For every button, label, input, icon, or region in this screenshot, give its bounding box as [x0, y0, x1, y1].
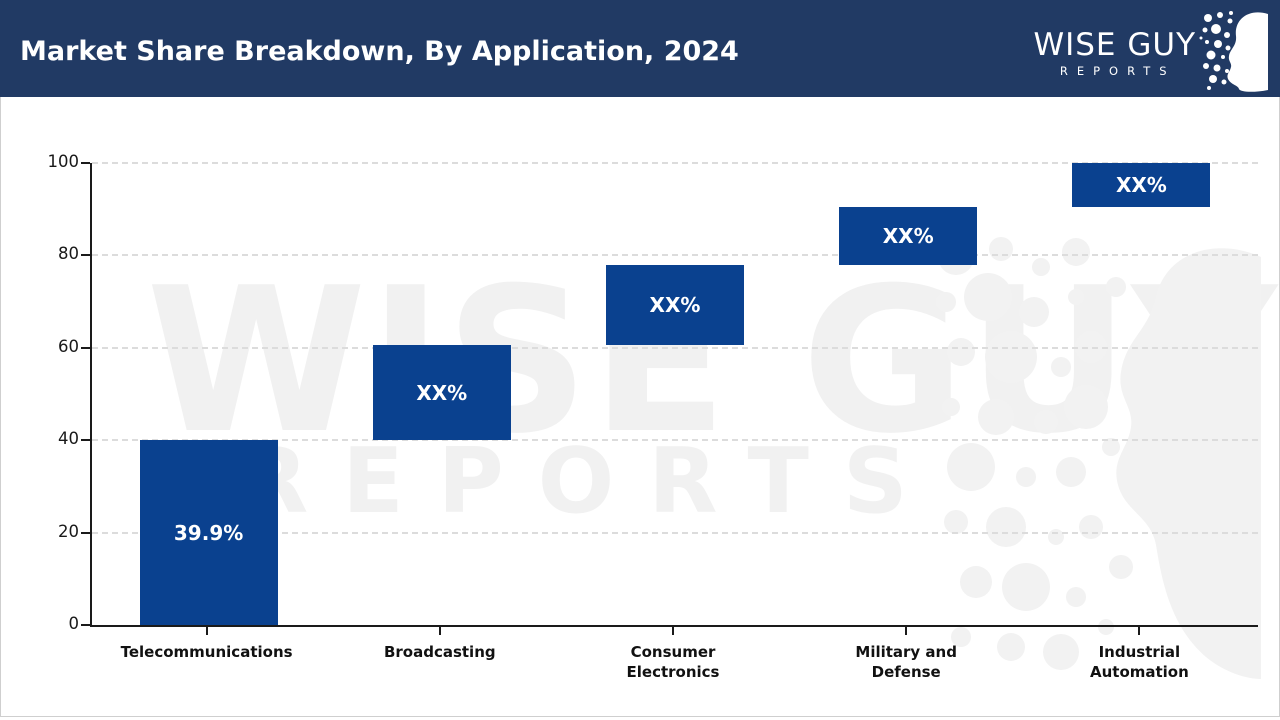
- wiseguy-head-icon: [1198, 8, 1268, 96]
- x-tick-label-telecommunications: Telecommunications: [120, 643, 293, 661]
- bar-value-label-industrial-automation: XX%: [1115, 172, 1167, 197]
- y-tick-mark-60: [81, 346, 90, 349]
- bar-broadcasting: XX%: [372, 345, 511, 441]
- bar-telecommunications: 39.9%: [139, 440, 278, 625]
- x-tick-label-military-and-defense: Military and Defense: [855, 643, 957, 682]
- x-tick-label-broadcasting: Broadcasting: [383, 643, 496, 661]
- y-tick-mark-100: [81, 162, 90, 164]
- gridline-40: [92, 439, 1258, 442]
- bar-value-label-military-and-defense: XX%: [882, 223, 934, 248]
- y-tick-label-40: 40: [58, 429, 79, 449]
- brand-name: WISE GUY: [1033, 26, 1196, 63]
- y-tick-mark-20: [81, 531, 90, 534]
- y-tick-mark-0: [81, 624, 90, 626]
- x-tick-label-consumer-electronics: Consumer Electronics: [626, 643, 720, 682]
- chart-title: Market Share Breakdown, By Application, …: [20, 36, 739, 67]
- watermark-reports-text: REPORTS: [239, 429, 942, 534]
- bar-consumer-electronics: XX%: [606, 264, 744, 346]
- plot-area: 39.9% XX% XX% XX% XX%: [90, 162, 1258, 627]
- x-tick-mark-military-and-defense: [905, 627, 908, 635]
- y-tick-label-100: 100: [47, 152, 80, 171]
- brand-logo: WISE GUY REPORTS: [1033, 8, 1268, 96]
- y-tick-label-80: 80: [58, 244, 79, 264]
- y-tick-mark-40: [81, 439, 90, 442]
- gridline-60: [92, 346, 1258, 349]
- brand-logo-text: WISE GUY REPORTS: [1033, 27, 1196, 78]
- chart-panel: WISE GUY REPORTS: [0, 97, 1280, 717]
- bar-industrial-automation: XX%: [1072, 163, 1211, 207]
- x-tick-mark-broadcasting: [438, 627, 441, 635]
- y-tick-label-20: 20: [58, 521, 79, 541]
- bar-value-label-consumer-electronics: XX%: [649, 293, 701, 318]
- x-tick-mark-industrial-automation: [1138, 627, 1141, 635]
- x-tick-mark-telecommunications: [205, 627, 208, 635]
- bar-value-label-telecommunications: 39.9%: [173, 520, 244, 545]
- bar-military-and-defense: XX%: [839, 206, 978, 265]
- brand-subtitle: REPORTS: [1059, 63, 1176, 78]
- y-tick-label-60: 60: [58, 336, 79, 356]
- x-tick-label-industrial-automation: Industrial Automation: [1089, 643, 1189, 682]
- header: Market Share Breakdown, By Application, …: [0, 0, 1280, 97]
- y-tick-mark-80: [81, 254, 90, 257]
- y-tick-label-0: 0: [68, 614, 80, 633]
- bar-value-label-broadcasting: XX%: [416, 380, 468, 405]
- gridline-100: [92, 162, 1258, 164]
- gridline-20: [92, 531, 1258, 534]
- x-tick-mark-consumer-electronics: [672, 627, 674, 635]
- gridline-80: [92, 254, 1258, 257]
